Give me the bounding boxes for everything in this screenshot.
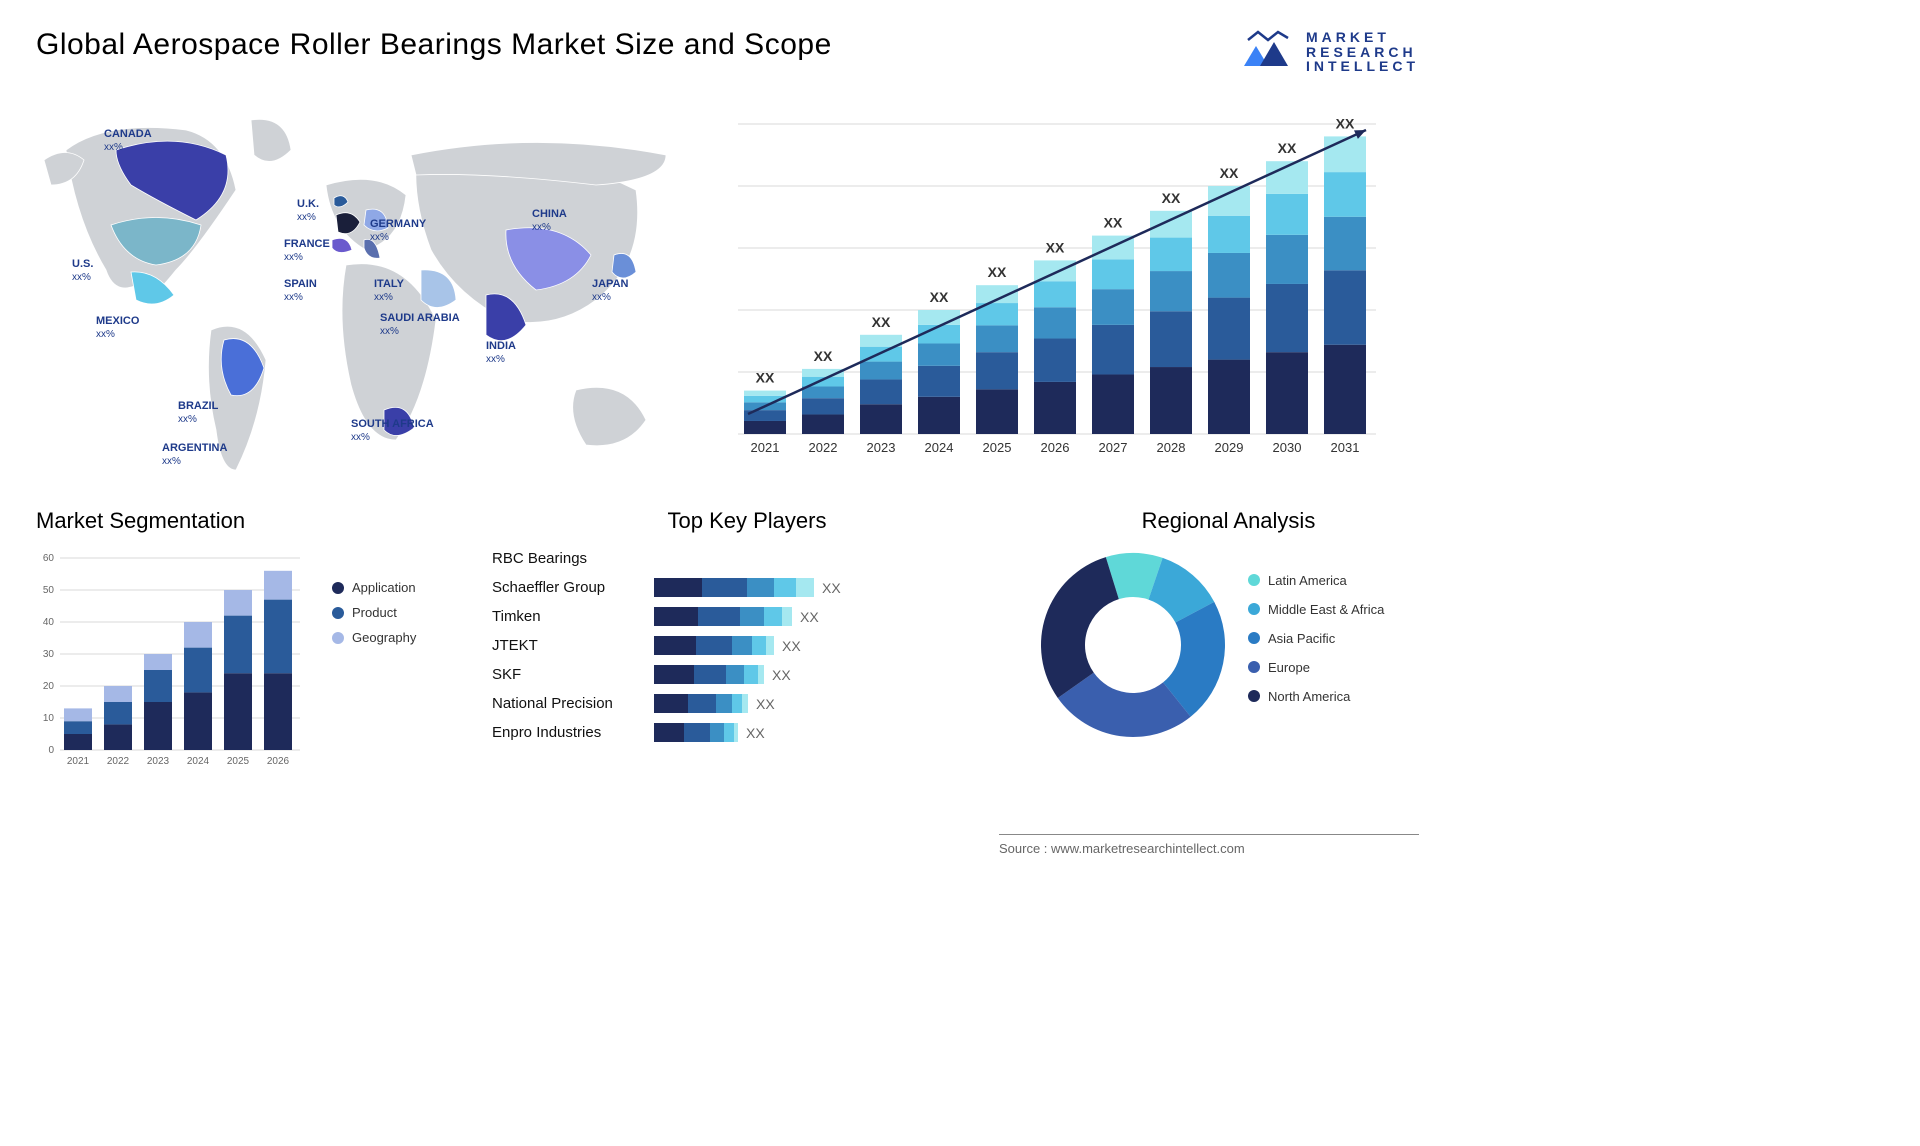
svg-text:30: 30 xyxy=(43,649,55,660)
brand-logo: MARKET RESEARCH INTELLECT xyxy=(1240,28,1419,76)
logo-icon xyxy=(1240,28,1296,76)
regional-legend-item: North America xyxy=(1248,689,1419,704)
svg-text:2021: 2021 xyxy=(751,440,780,455)
player-label: RBC Bearings xyxy=(492,550,642,569)
player-label: Schaeffler Group xyxy=(492,579,642,598)
player-bar-row: XX xyxy=(654,694,1002,713)
segmentation-title: Market Segmentation xyxy=(36,508,456,534)
svg-text:2026: 2026 xyxy=(267,756,290,767)
svg-text:XX: XX xyxy=(872,314,891,330)
player-bar-row: XX xyxy=(654,723,1002,742)
page-title: Global Aerospace Roller Bearings Market … xyxy=(36,28,832,62)
svg-text:2025: 2025 xyxy=(227,756,250,767)
logo-line-2: RESEARCH xyxy=(1306,45,1419,60)
regional-legend-item: Middle East & Africa xyxy=(1248,602,1419,617)
svg-text:XX: XX xyxy=(756,370,775,386)
player-bar-row: XX xyxy=(654,636,1002,655)
player-bar-row: XX xyxy=(654,665,1002,684)
svg-text:2022: 2022 xyxy=(809,440,838,455)
regional-legend-item: Asia Pacific xyxy=(1248,631,1419,646)
map-label-saudiarabia: SAUDI ARABIAxx% xyxy=(380,312,460,338)
svg-text:2030: 2030 xyxy=(1273,440,1302,455)
player-label: Enpro Industries xyxy=(492,724,642,743)
svg-text:XX: XX xyxy=(1278,140,1297,156)
svg-text:2026: 2026 xyxy=(1041,440,1070,455)
logo-line-3: INTELLECT xyxy=(1306,59,1419,74)
svg-text:2027: 2027 xyxy=(1099,440,1128,455)
player-label: SKF xyxy=(492,666,642,685)
svg-text:XX: XX xyxy=(1336,115,1355,131)
map-label-southafrica: SOUTH AFRICAxx% xyxy=(351,418,434,444)
market-size-chart: XX 2021 XX 2022 XX 2023 XX 2024 XX 2025 XX 2026 XX 20… xyxy=(716,100,1419,480)
regional-legend: Latin America Middle East & Africa Asia Pa… xyxy=(1248,573,1419,718)
svg-text:2021: 2021 xyxy=(67,756,90,767)
map-label-china: CHINAxx% xyxy=(532,208,567,234)
map-label-japan: JAPANxx% xyxy=(592,278,628,304)
map-label-india: INDIAxx% xyxy=(486,340,516,366)
svg-text:2023: 2023 xyxy=(147,756,170,767)
player-label: JTEKT xyxy=(492,637,642,656)
map-label-spain: SPAINxx% xyxy=(284,278,317,304)
regional-legend-item: Latin America xyxy=(1248,573,1419,588)
player-bar-row: XX xyxy=(654,607,1002,626)
svg-text:XX: XX xyxy=(1220,165,1239,181)
svg-text:XX: XX xyxy=(1162,190,1181,206)
svg-text:10: 10 xyxy=(43,713,55,724)
player-label: National Precision xyxy=(492,695,642,714)
svg-text:2029: 2029 xyxy=(1215,440,1244,455)
svg-text:20: 20 xyxy=(43,681,55,692)
svg-text:60: 60 xyxy=(43,553,55,564)
player-value: XX xyxy=(782,638,801,654)
map-label-italy: ITALYxx% xyxy=(374,278,404,304)
svg-text:2022: 2022 xyxy=(107,756,130,767)
regional-title: Regional Analysis xyxy=(1038,508,1419,534)
svg-text:XX: XX xyxy=(1104,215,1123,231)
seg-legend-item: Product xyxy=(332,605,456,620)
source-attribution: Source : www.marketresearchintellect.com xyxy=(999,834,1419,856)
player-labels: RBC Bearings Schaeffler Group Timken JTEKT S… xyxy=(492,550,642,743)
regional-legend-item: Europe xyxy=(1248,660,1419,675)
map-label-us: U.S.xx% xyxy=(72,258,93,284)
player-value: XX xyxy=(772,667,791,683)
map-label-germany: GERMANYxx% xyxy=(370,218,426,244)
map-label-brazil: BRAZILxx% xyxy=(178,400,218,426)
svg-text:2031: 2031 xyxy=(1331,440,1360,455)
svg-text:XX: XX xyxy=(814,348,833,364)
player-bar-row: XX xyxy=(654,578,1002,597)
map-label-canada: CANADAxx% xyxy=(104,128,152,154)
seg-legend-item: Application xyxy=(332,580,456,595)
svg-text:2024: 2024 xyxy=(925,440,954,455)
svg-text:XX: XX xyxy=(988,264,1007,280)
player-value: XX xyxy=(756,696,775,712)
svg-text:XX: XX xyxy=(930,289,949,305)
svg-text:2024: 2024 xyxy=(187,756,210,767)
segmentation-legend: Application Product Geography xyxy=(332,550,456,770)
svg-text:0: 0 xyxy=(48,745,54,756)
player-value: XX xyxy=(800,609,819,625)
svg-text:XX: XX xyxy=(1046,239,1065,255)
map-label-uk: U.K.xx% xyxy=(297,198,319,224)
map-label-argentina: ARGENTINAxx% xyxy=(162,442,227,468)
svg-text:40: 40 xyxy=(43,617,55,628)
svg-text:2025: 2025 xyxy=(983,440,1012,455)
logo-line-1: MARKET xyxy=(1306,30,1419,45)
seg-legend-item: Geography xyxy=(332,630,456,645)
player-value: XX xyxy=(746,725,765,741)
svg-text:2023: 2023 xyxy=(867,440,896,455)
player-bars: XXXXXXXXXXXX xyxy=(654,578,1002,743)
player-label: Timken xyxy=(492,608,642,627)
map-label-mexico: MEXICOxx% xyxy=(96,315,139,341)
svg-text:2028: 2028 xyxy=(1157,440,1186,455)
svg-text:50: 50 xyxy=(43,585,55,596)
players-title: Top Key Players xyxy=(492,508,1002,534)
map-label-france: FRANCExx% xyxy=(284,238,330,264)
player-value: XX xyxy=(822,580,841,596)
segmentation-chart: 0 10 20 30 40 50 60 2021 2022 2023 2024 2025 2026 xyxy=(36,550,316,770)
world-map-panel: CANADAxx% U.S.xx% MEXICOxx% BRAZILxx% ARGENT… xyxy=(36,100,676,480)
regional-donut xyxy=(1038,550,1228,740)
